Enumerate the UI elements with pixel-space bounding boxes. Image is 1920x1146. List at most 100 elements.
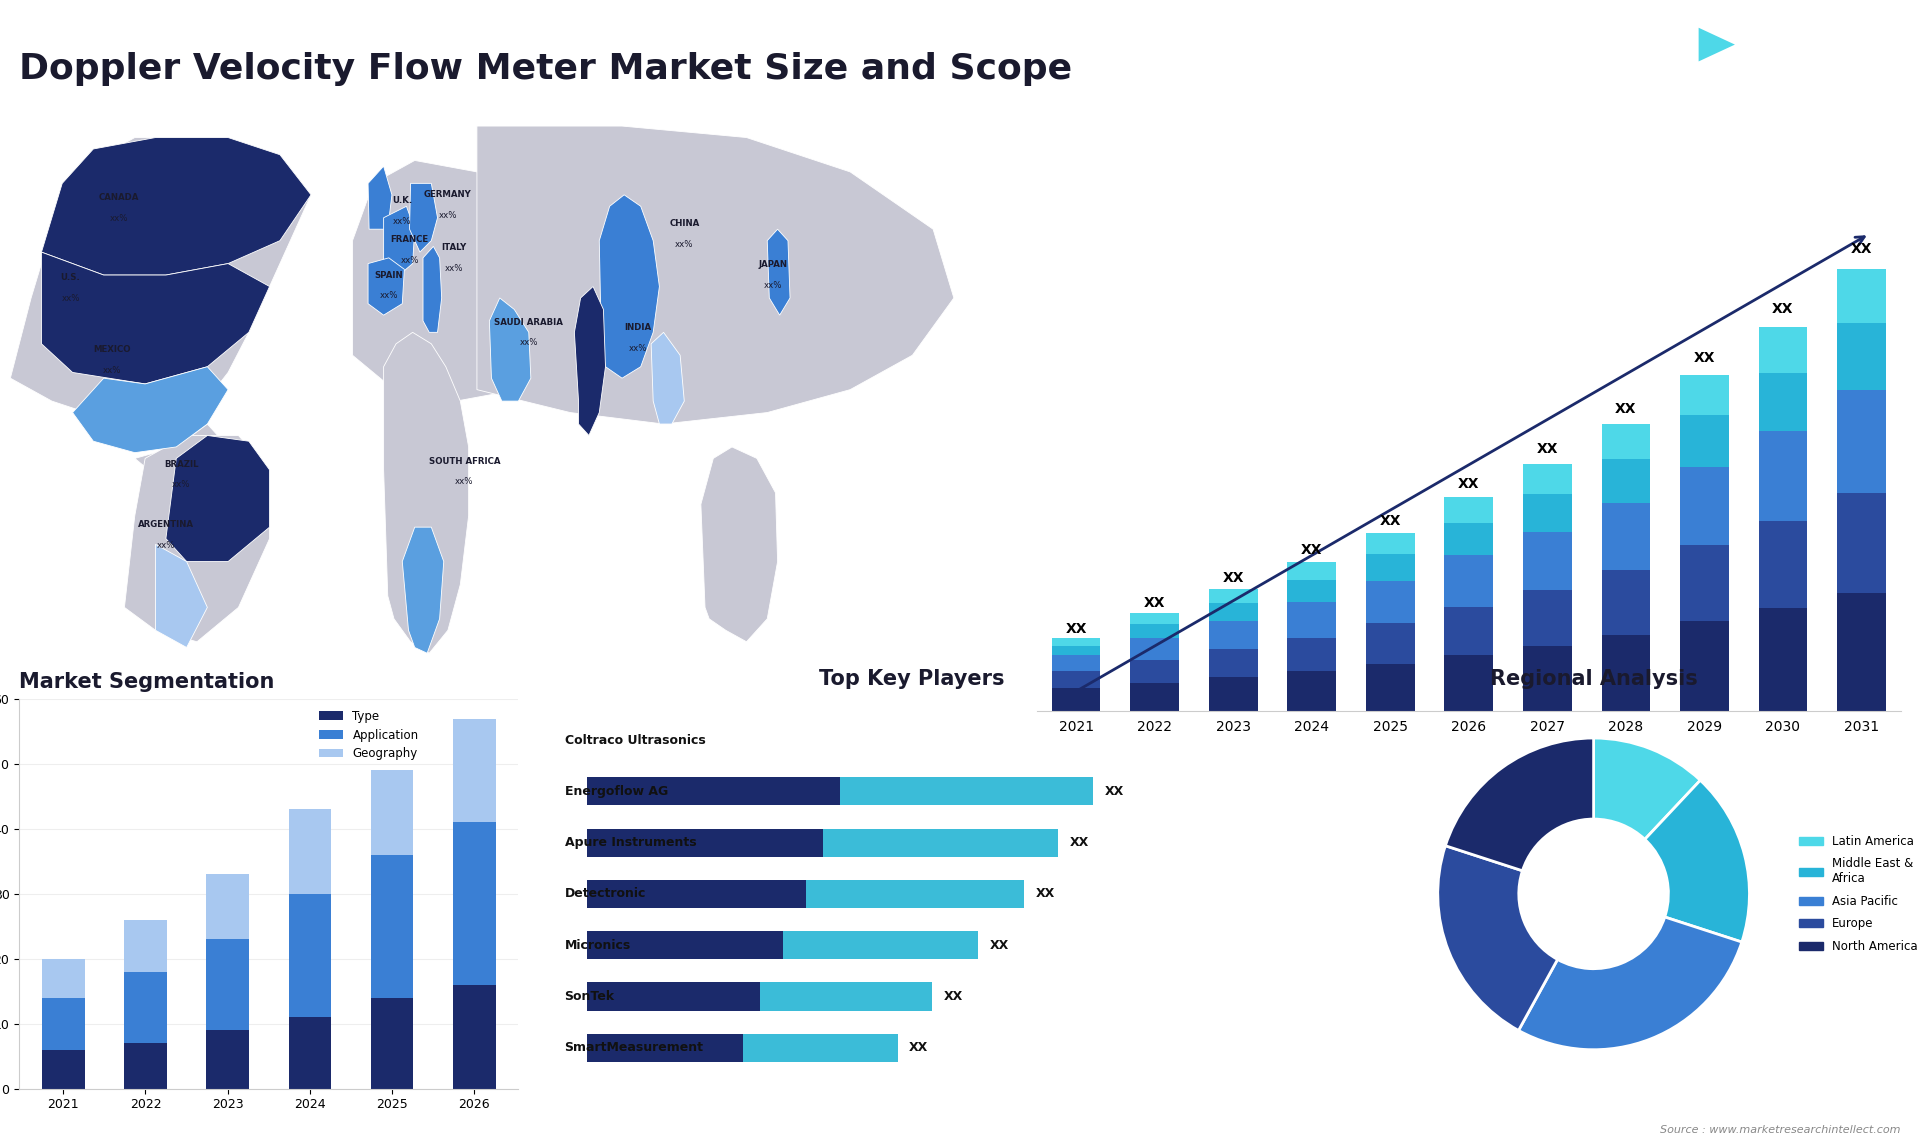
Legend: Type, Application, Geography: Type, Application, Geography bbox=[315, 705, 422, 766]
Bar bbox=[1601, 460, 1651, 503]
Bar bbox=[1523, 532, 1572, 590]
Bar bbox=[1444, 555, 1494, 606]
Polygon shape bbox=[369, 258, 405, 315]
Text: XX: XX bbox=[1302, 543, 1323, 557]
Text: XX: XX bbox=[1536, 442, 1559, 456]
Text: XX: XX bbox=[1615, 402, 1636, 416]
Bar bbox=[588, 880, 806, 908]
Bar bbox=[1131, 613, 1179, 625]
Bar bbox=[1052, 645, 1100, 654]
Text: xx%: xx% bbox=[438, 211, 457, 220]
Text: INDIA: INDIA bbox=[624, 323, 651, 332]
Text: xx%: xx% bbox=[157, 541, 175, 549]
Text: Detectronic: Detectronic bbox=[564, 887, 645, 901]
Text: xx%: xx% bbox=[520, 338, 538, 347]
Bar bbox=[42, 959, 84, 998]
Text: Apure Instruments: Apure Instruments bbox=[564, 837, 697, 849]
Bar bbox=[1759, 374, 1807, 431]
Text: XX: XX bbox=[943, 990, 962, 1003]
Text: xx%: xx% bbox=[455, 478, 474, 486]
Bar bbox=[588, 1034, 743, 1062]
Bar bbox=[42, 998, 84, 1050]
Text: U.K.: U.K. bbox=[392, 196, 413, 205]
Bar bbox=[1523, 494, 1572, 532]
Bar bbox=[1680, 466, 1728, 545]
Bar bbox=[743, 1034, 899, 1062]
Bar bbox=[588, 931, 783, 959]
Text: SonTek: SonTek bbox=[564, 990, 614, 1003]
Polygon shape bbox=[384, 332, 468, 653]
Bar bbox=[1052, 688, 1100, 711]
Text: SOUTH AFRICA: SOUTH AFRICA bbox=[428, 457, 501, 465]
Bar bbox=[453, 823, 495, 984]
Bar bbox=[1131, 638, 1179, 660]
Text: Energoflow AG: Energoflow AG bbox=[564, 785, 668, 798]
Text: Coltraco Ultrasonics: Coltraco Ultrasonics bbox=[564, 733, 705, 746]
Bar bbox=[1837, 323, 1885, 390]
Bar bbox=[1680, 416, 1728, 466]
Text: MEXICO: MEXICO bbox=[94, 345, 131, 354]
Polygon shape bbox=[165, 435, 269, 562]
Bar bbox=[1131, 683, 1179, 711]
Polygon shape bbox=[353, 160, 561, 401]
Bar bbox=[1444, 523, 1494, 555]
Bar bbox=[1210, 677, 1258, 711]
Polygon shape bbox=[701, 447, 778, 642]
Polygon shape bbox=[651, 332, 684, 424]
Bar bbox=[371, 770, 413, 855]
Text: xx%: xx% bbox=[61, 295, 81, 303]
Text: xx%: xx% bbox=[764, 281, 783, 290]
Text: Micronics: Micronics bbox=[564, 939, 632, 951]
Bar bbox=[1601, 570, 1651, 635]
Legend: Latin America, Middle East &
Africa, Asia Pacific, Europe, North America: Latin America, Middle East & Africa, Asi… bbox=[1795, 830, 1920, 958]
Bar bbox=[1052, 638, 1100, 645]
Wedge shape bbox=[1645, 780, 1749, 942]
Polygon shape bbox=[768, 229, 789, 315]
Bar bbox=[1523, 645, 1572, 711]
Bar bbox=[1288, 580, 1336, 602]
Text: RESEARCH: RESEARCH bbox=[1757, 88, 1811, 97]
Bar bbox=[783, 931, 977, 959]
Bar bbox=[1523, 463, 1572, 494]
Bar bbox=[1759, 520, 1807, 607]
Text: XX: XX bbox=[989, 939, 1008, 951]
Bar bbox=[205, 874, 250, 940]
Bar bbox=[1523, 590, 1572, 645]
Bar bbox=[1365, 581, 1415, 623]
Bar bbox=[1365, 664, 1415, 711]
Text: xx%: xx% bbox=[380, 291, 397, 300]
Text: XX: XX bbox=[1223, 571, 1244, 586]
Wedge shape bbox=[1438, 846, 1557, 1030]
Bar bbox=[1444, 654, 1494, 711]
Text: Market Segmentation: Market Segmentation bbox=[19, 672, 275, 692]
Bar bbox=[588, 982, 760, 1011]
Bar bbox=[760, 982, 931, 1011]
Text: SPAIN: SPAIN bbox=[374, 270, 403, 280]
Bar bbox=[42, 1050, 84, 1089]
Polygon shape bbox=[73, 367, 228, 453]
Bar bbox=[125, 920, 167, 972]
Text: SmartMeasurement: SmartMeasurement bbox=[564, 1042, 703, 1054]
Text: XX: XX bbox=[1144, 596, 1165, 611]
Text: FRANCE: FRANCE bbox=[390, 235, 428, 244]
Text: XX: XX bbox=[1066, 621, 1087, 636]
Bar bbox=[1131, 625, 1179, 638]
Bar bbox=[1288, 562, 1336, 580]
Text: xx%: xx% bbox=[394, 217, 411, 226]
Bar bbox=[1288, 602, 1336, 638]
Bar bbox=[1601, 503, 1651, 570]
Text: XX: XX bbox=[1379, 513, 1402, 527]
Text: XX: XX bbox=[1035, 887, 1054, 901]
Text: BRAZIL: BRAZIL bbox=[165, 460, 198, 469]
Bar bbox=[1210, 603, 1258, 621]
Bar bbox=[1052, 672, 1100, 688]
Polygon shape bbox=[369, 166, 392, 229]
Bar bbox=[1365, 623, 1415, 664]
Text: ITALY: ITALY bbox=[442, 243, 467, 252]
Bar bbox=[453, 984, 495, 1089]
Polygon shape bbox=[409, 183, 438, 252]
Polygon shape bbox=[42, 138, 311, 275]
Bar bbox=[371, 998, 413, 1089]
Bar bbox=[1210, 621, 1258, 649]
Text: GERMANY: GERMANY bbox=[424, 190, 472, 199]
